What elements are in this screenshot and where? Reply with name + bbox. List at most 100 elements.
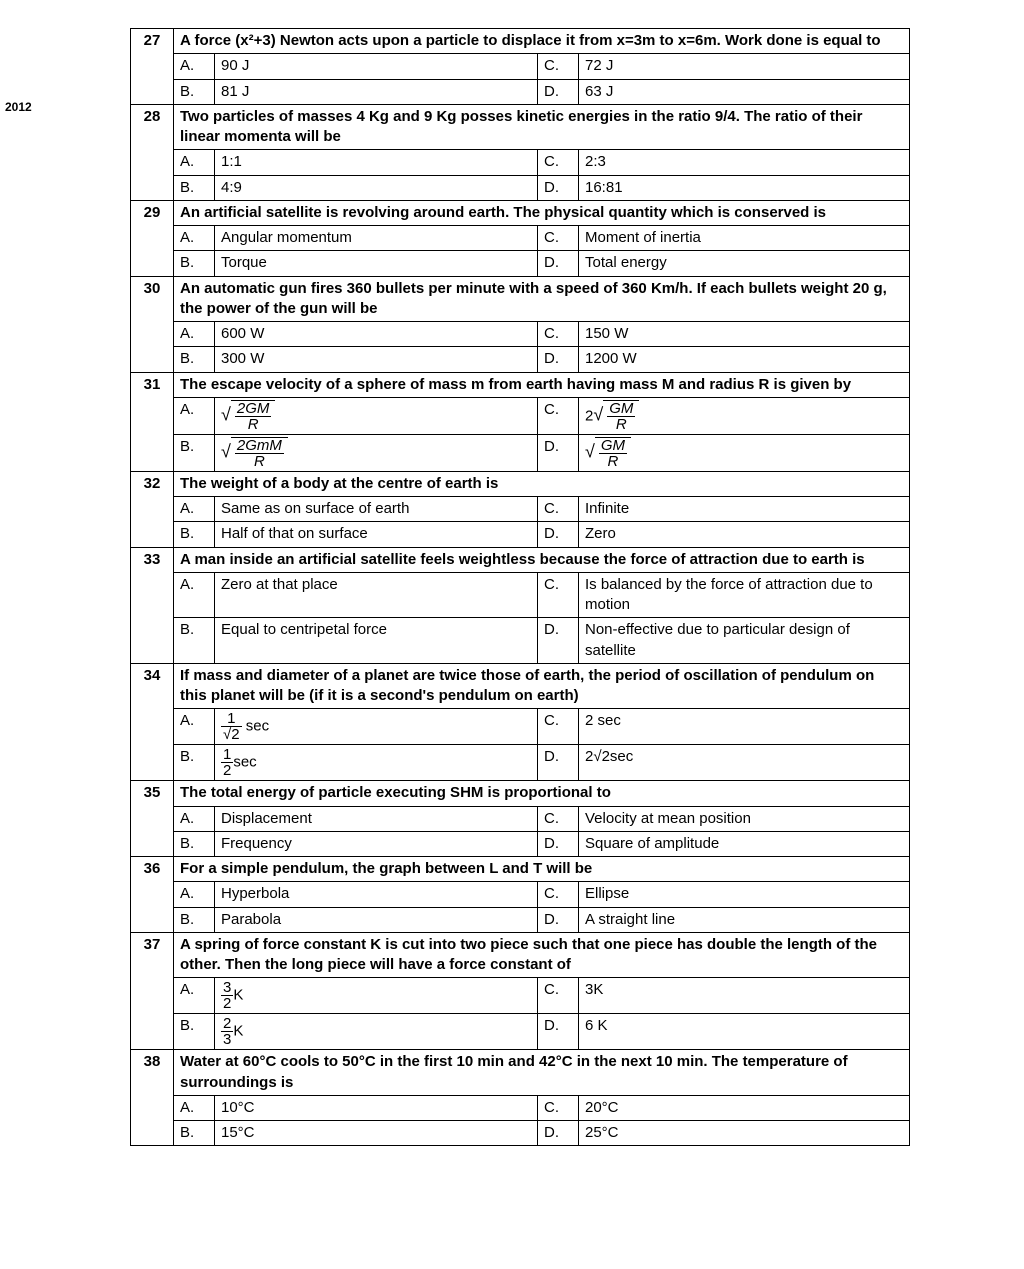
- option-label-b: B.: [174, 251, 215, 276]
- option-d: 6 K: [579, 1014, 910, 1050]
- option-a: 10°C: [215, 1095, 538, 1120]
- option-label-b: B.: [174, 618, 215, 664]
- option-b: 81 J: [215, 79, 538, 104]
- option-b: 4:9: [215, 175, 538, 200]
- option-label-c: C.: [538, 709, 579, 745]
- question-text: If mass and diameter of a planet are twi…: [174, 663, 910, 709]
- option-d: 16:81: [579, 175, 910, 200]
- option-label-a: A.: [174, 572, 215, 618]
- question-text: A spring of force constant K is cut into…: [174, 932, 910, 978]
- option-d: A straight line: [579, 907, 910, 932]
- question-text: A force (x²+3) Newton acts upon a partic…: [174, 29, 910, 54]
- option-d: 2√2sec: [579, 745, 910, 781]
- option-label-d: D.: [538, 347, 579, 372]
- question-text: The escape velocity of a sphere of mass …: [174, 372, 910, 397]
- option-a: 32K: [215, 978, 538, 1014]
- question-text: Water at 60°C cools to 50°C in the first…: [174, 1050, 910, 1096]
- option-label-a: A.: [174, 322, 215, 347]
- option-c: 2√GMR: [579, 397, 910, 434]
- option-label-c: C.: [538, 54, 579, 79]
- question-number: 31: [131, 372, 174, 471]
- option-c: 3K: [579, 978, 910, 1014]
- option-label-d: D.: [538, 175, 579, 200]
- option-label-b: B.: [174, 1121, 215, 1146]
- question-number: 33: [131, 547, 174, 663]
- option-a: 90 J: [215, 54, 538, 79]
- option-label-c: C.: [538, 150, 579, 175]
- question-text: An artificial satellite is revolving aro…: [174, 200, 910, 225]
- option-label-d: D.: [538, 434, 579, 471]
- question-text: Two particles of masses 4 Kg and 9 Kg po…: [174, 104, 910, 150]
- option-label-c: C.: [538, 882, 579, 907]
- option-b: Torque: [215, 251, 538, 276]
- option-label-a: A.: [174, 150, 215, 175]
- option-c: 20°C: [579, 1095, 910, 1120]
- option-c: Velocity at mean position: [579, 806, 910, 831]
- question-number: 28: [131, 104, 174, 200]
- option-c: 2 sec: [579, 709, 910, 745]
- option-label-a: A.: [174, 397, 215, 434]
- option-b: Frequency: [215, 831, 538, 856]
- option-d: √GMR: [579, 434, 910, 471]
- option-label-b: B.: [174, 434, 215, 471]
- option-label-c: C.: [538, 1095, 579, 1120]
- option-label-b: B.: [174, 745, 215, 781]
- option-label-b: B.: [174, 175, 215, 200]
- option-label-a: A.: [174, 709, 215, 745]
- option-label-d: D.: [538, 79, 579, 104]
- page: 2012 27 A force (x²+3) Newton acts upon …: [0, 0, 1024, 1269]
- option-label-c: C.: [538, 978, 579, 1014]
- option-d: Zero: [579, 522, 910, 547]
- option-label-c: C.: [538, 572, 579, 618]
- option-label-b: B.: [174, 79, 215, 104]
- option-b: Equal to centripetal force: [215, 618, 538, 664]
- question-number: 38: [131, 1050, 174, 1146]
- option-d: 1200 W: [579, 347, 910, 372]
- option-d: Square of amplitude: [579, 831, 910, 856]
- option-c: 150 W: [579, 322, 910, 347]
- option-a: 600 W: [215, 322, 538, 347]
- option-b: 15°C: [215, 1121, 538, 1146]
- option-a: Zero at that place: [215, 572, 538, 618]
- option-b: 12sec: [215, 745, 538, 781]
- option-label-b: B.: [174, 1014, 215, 1050]
- option-label-d: D.: [538, 831, 579, 856]
- option-label-a: A.: [174, 806, 215, 831]
- option-label-d: D.: [538, 907, 579, 932]
- question-text: A man inside an artificial satellite fee…: [174, 547, 910, 572]
- option-label-c: C.: [538, 806, 579, 831]
- option-a: Angular momentum: [215, 226, 538, 251]
- option-a: 1√2 sec: [215, 709, 538, 745]
- option-a: 1:1: [215, 150, 538, 175]
- question-number: 29: [131, 200, 174, 276]
- option-d: 25°C: [579, 1121, 910, 1146]
- option-label-b: B.: [174, 347, 215, 372]
- question-number: 35: [131, 781, 174, 857]
- option-b: 300 W: [215, 347, 538, 372]
- option-c: 72 J: [579, 54, 910, 79]
- question-table: 27 A force (x²+3) Newton acts upon a par…: [130, 28, 910, 1146]
- table-body: 27 A force (x²+3) Newton acts upon a par…: [131, 29, 910, 1146]
- option-label-d: D.: [538, 618, 579, 664]
- option-label-a: A.: [174, 54, 215, 79]
- question-number: 37: [131, 932, 174, 1050]
- option-label-d: D.: [538, 1121, 579, 1146]
- option-b: Half of that on surface: [215, 522, 538, 547]
- option-c: Infinite: [579, 497, 910, 522]
- question-number: 30: [131, 276, 174, 372]
- option-label-c: C.: [538, 226, 579, 251]
- year-label: 2012: [5, 100, 32, 114]
- option-a: Same as on surface of earth: [215, 497, 538, 522]
- option-c: Is balanced by the force of attraction d…: [579, 572, 910, 618]
- option-label-b: B.: [174, 522, 215, 547]
- option-b: 23K: [215, 1014, 538, 1050]
- option-label-b: B.: [174, 907, 215, 932]
- option-label-d: D.: [538, 1014, 579, 1050]
- question-number: 34: [131, 663, 174, 781]
- option-a: Displacement: [215, 806, 538, 831]
- option-c: Ellipse: [579, 882, 910, 907]
- option-b: Parabola: [215, 907, 538, 932]
- question-number: 32: [131, 471, 174, 547]
- question-text: The weight of a body at the centre of ea…: [174, 471, 910, 496]
- option-label-d: D.: [538, 522, 579, 547]
